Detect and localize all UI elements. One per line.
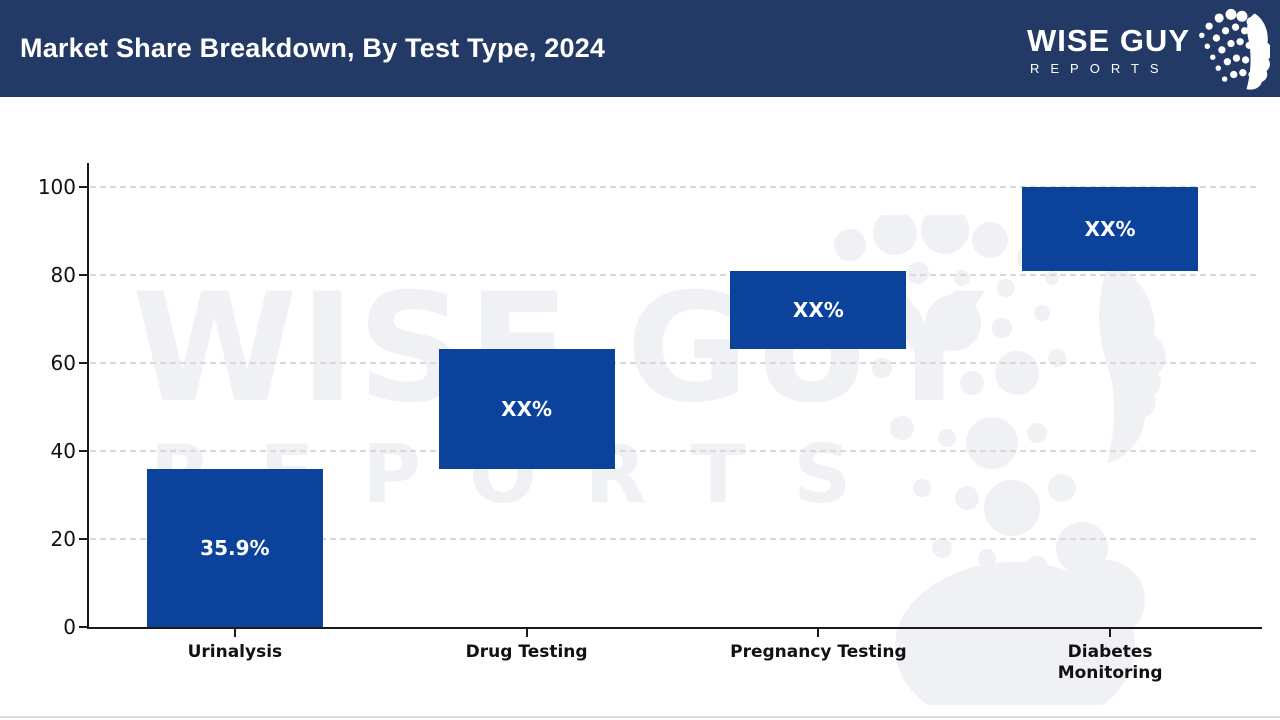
y-axis-tick: [79, 186, 88, 188]
x-axis-tick: [525, 629, 528, 637]
wise-guy-reports-logo: WISE GUY REPORTS: [1027, 8, 1270, 90]
logo-face-icon: [1199, 8, 1270, 90]
gridline-40: [90, 450, 1256, 452]
y-axis-tick: [79, 274, 88, 276]
gridline-80: [90, 274, 1256, 276]
y-axis-label: 60: [50, 351, 76, 375]
bar-value-label: XX%: [1084, 216, 1136, 241]
y-axis-label: 80: [50, 263, 76, 287]
logo-subtitle: REPORTS: [1029, 60, 1170, 76]
logo-wordmark: WISE GUY: [1026, 22, 1190, 58]
page-title: Market Share Breakdown, By Test Type, 20…: [20, 33, 606, 63]
bar-value-label: XX%: [501, 396, 553, 421]
y-axis-label: 40: [50, 439, 76, 463]
y-axis-label: 20: [50, 527, 76, 551]
x-axis-tick: [817, 629, 820, 637]
bar-segment: XX%: [438, 348, 615, 470]
header: Market Share Breakdown, By Test Type, 20…: [0, 0, 1280, 97]
category-label: Diabetes Monitoring: [1057, 642, 1163, 683]
y-axis-tick: [79, 362, 88, 364]
bar-segment: 35.9%: [146, 469, 323, 627]
gridline-20: [90, 538, 1256, 540]
x-axis-tick: [1109, 629, 1112, 637]
logo-text: WISE GUY REPORTS: [1027, 23, 1190, 76]
y-axis-tick: [79, 538, 88, 540]
bar-segment: XX%: [1022, 187, 1199, 271]
y-axis-tick: [79, 626, 88, 628]
category-label: Pregnancy Testing: [730, 642, 907, 662]
bar-segment: XX%: [730, 270, 907, 349]
y-axis-label: 0: [63, 615, 76, 639]
x-axis-tick: [233, 629, 236, 637]
y-axis: [87, 163, 89, 629]
watermark-face-icon: [834, 215, 1166, 705]
y-axis-label: 100: [37, 175, 76, 199]
gridline-60: [90, 362, 1256, 364]
category-label: Drug Testing: [465, 642, 588, 662]
bar-value-label: XX%: [792, 297, 844, 322]
bottom-divider: [0, 716, 1280, 718]
gridline-100: [90, 186, 1256, 188]
bar-value-label: 35.9%: [200, 536, 270, 560]
x-axis: [87, 627, 1262, 629]
category-label: Urinalysis: [187, 642, 283, 662]
y-axis-tick: [79, 450, 88, 452]
